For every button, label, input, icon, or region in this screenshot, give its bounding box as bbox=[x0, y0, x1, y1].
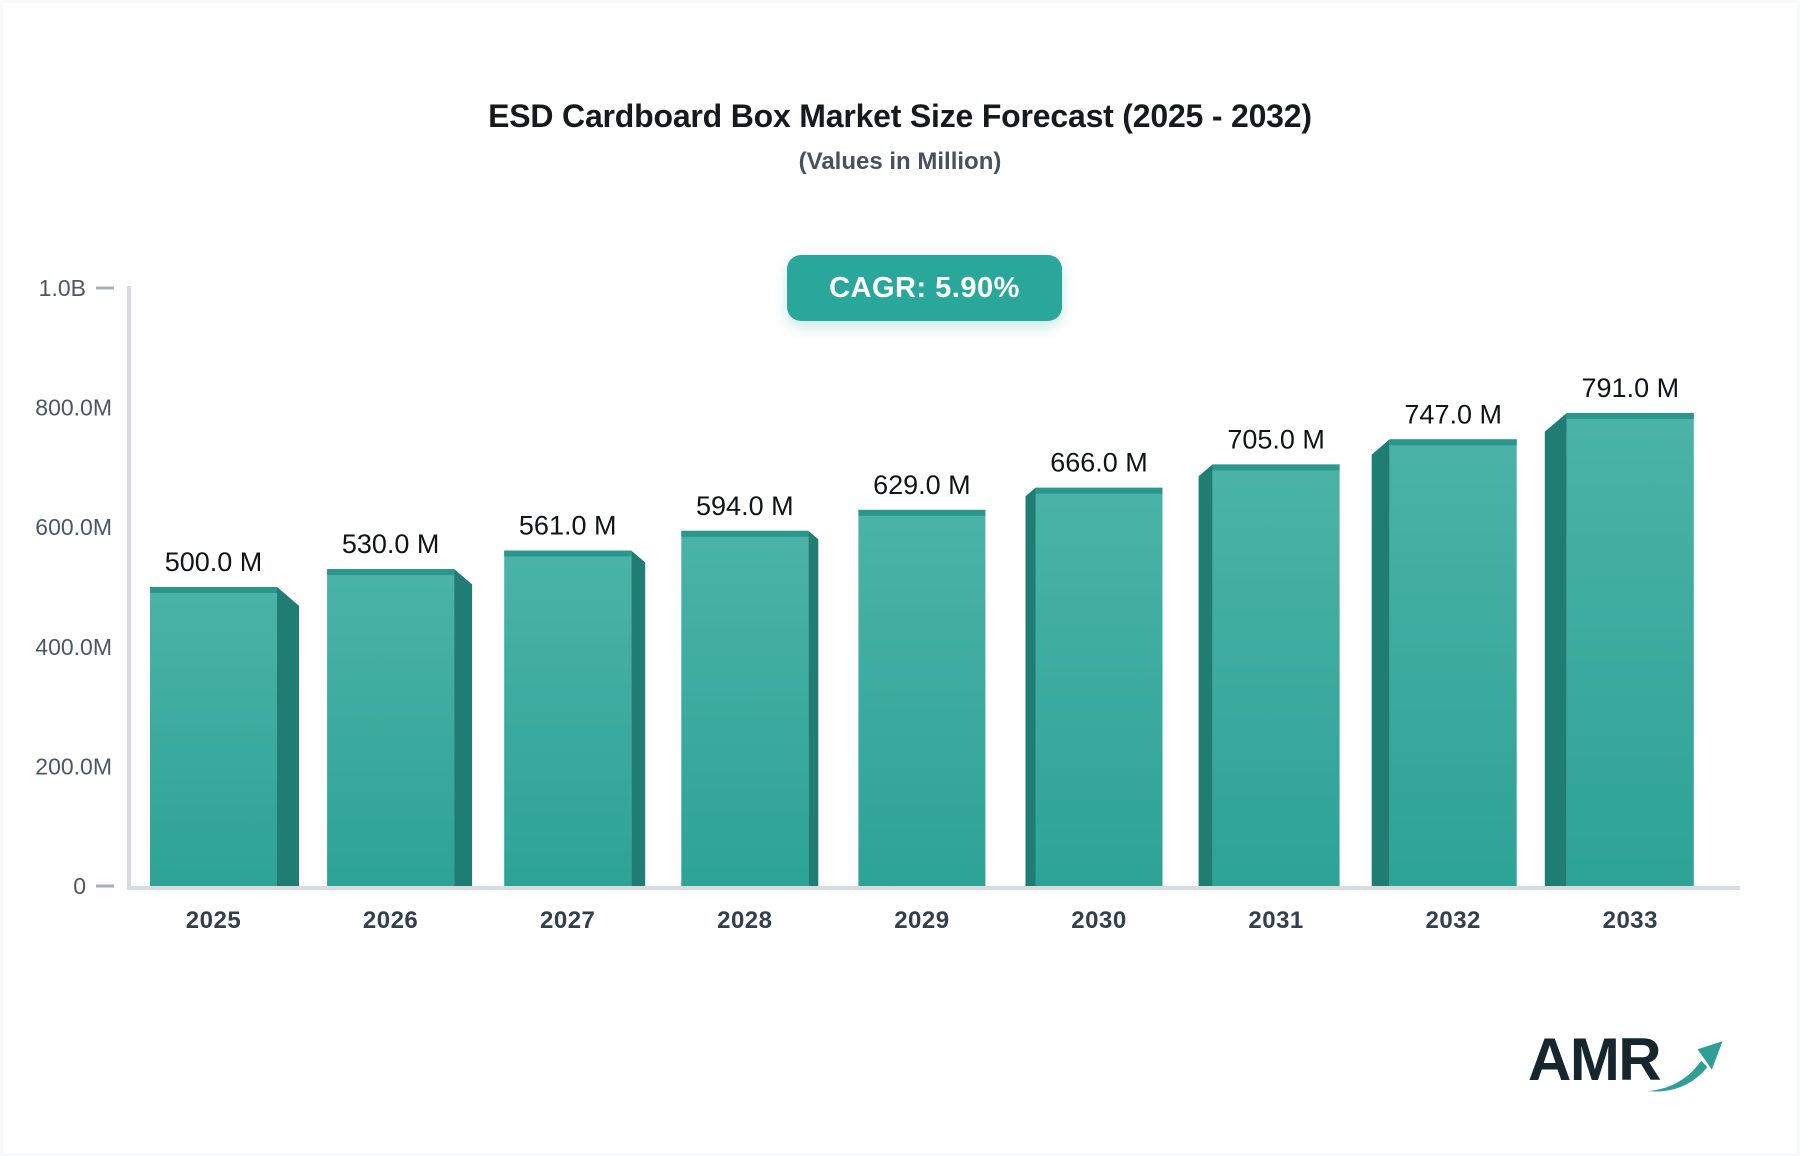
amr-logo: AMR bbox=[1528, 1030, 1728, 1120]
bar-value-label: 747.0 M bbox=[1404, 399, 1502, 429]
bar-top-edge bbox=[504, 550, 632, 557]
bar-2031[interactable]: 705.0 M 2031 bbox=[1198, 424, 1340, 934]
bar-top-edge bbox=[1035, 487, 1163, 494]
bar-2027[interactable]: 561.0 M 2027 bbox=[504, 511, 646, 934]
bar-2028[interactable]: 594.0 M 2028 bbox=[681, 491, 819, 934]
bar-side-face bbox=[1544, 412, 1567, 886]
chart-title: ESD Cardboard Box Market Size Forecast (… bbox=[488, 98, 1312, 134]
bar-front-face bbox=[327, 569, 455, 886]
bar-top-edge bbox=[1566, 412, 1694, 419]
bar-value-label: 500.0 M bbox=[165, 547, 263, 577]
x-axis-category-label: 2032 bbox=[1426, 907, 1481, 934]
x-axis-category-label: 2028 bbox=[717, 907, 772, 934]
bar-front-face bbox=[681, 530, 809, 886]
bar-side-face bbox=[454, 569, 473, 886]
y-axis-tick-label: 400.0M bbox=[35, 634, 112, 660]
bar-top-edge bbox=[1389, 439, 1517, 446]
bar-front-face bbox=[1566, 412, 1694, 886]
bar-2030[interactable]: 666.0 M 2030 bbox=[1025, 448, 1163, 934]
bar-front-face bbox=[858, 509, 986, 886]
bar-front-face bbox=[1035, 487, 1163, 886]
x-axis-category-label: 2025 bbox=[186, 907, 241, 934]
bar-value-label: 561.0 M bbox=[519, 511, 617, 541]
bar-2029[interactable]: 629.0 M 2029 bbox=[858, 470, 986, 934]
amr-logo-text: AMR bbox=[1528, 1026, 1662, 1093]
bar-value-label: 791.0 M bbox=[1582, 373, 1680, 403]
bar-side-face bbox=[1025, 487, 1036, 886]
cagr-badge-label: CAGR: 5.90% bbox=[829, 271, 1020, 304]
x-axis-category-label: 2031 bbox=[1248, 907, 1303, 934]
y-axis-tick-label: 800.0M bbox=[35, 395, 112, 421]
x-axis-category-label: 2033 bbox=[1603, 907, 1658, 934]
y-axis-tick-mark bbox=[96, 286, 114, 290]
bar-side-face bbox=[1371, 439, 1390, 886]
bar-value-label: 705.0 M bbox=[1227, 424, 1325, 454]
x-axis-category-label: 2027 bbox=[540, 907, 595, 934]
bar-front-face bbox=[1212, 464, 1340, 886]
x-axis-category-label: 2026 bbox=[363, 907, 418, 934]
bar-top-edge bbox=[150, 587, 277, 593]
bar-value-label: 666.0 M bbox=[1050, 448, 1148, 478]
bar-2032[interactable]: 747.0 M 2032 bbox=[1371, 399, 1517, 934]
bar-front-face bbox=[1389, 439, 1517, 886]
bar-top-edge bbox=[327, 569, 455, 576]
bar-side-face bbox=[631, 550, 646, 886]
bar-value-label: 629.0 M bbox=[873, 470, 971, 500]
bar-front-face bbox=[150, 587, 277, 886]
bar-2025[interactable]: 500.0 M 2025 bbox=[150, 547, 299, 934]
bar-front-face bbox=[504, 550, 632, 886]
x-axis-category-label: 2029 bbox=[894, 907, 949, 934]
y-axis-tick-label: 200.0M bbox=[35, 753, 112, 779]
y-axis-tick-label: 0 bbox=[73, 873, 86, 899]
bar-top-edge bbox=[858, 509, 986, 516]
bar-side-face bbox=[808, 530, 819, 886]
bar-side-face bbox=[277, 587, 299, 886]
bar-side-face bbox=[1198, 464, 1213, 886]
cagr-badge: CAGR: 5.90% bbox=[787, 255, 1062, 321]
x-axis-line bbox=[127, 886, 1740, 890]
bar-value-label: 530.0 M bbox=[342, 529, 440, 559]
x-axis-category-label: 2030 bbox=[1071, 907, 1126, 934]
growth-arrow-icon bbox=[1647, 1041, 1723, 1092]
bar-top-edge bbox=[681, 530, 809, 537]
y-axis-tick-label: 1.0B bbox=[39, 275, 86, 301]
chart-subtitle: (Values in Million) bbox=[798, 148, 1002, 175]
bar-value-label: 594.0 M bbox=[696, 491, 794, 521]
y-axis-line bbox=[127, 286, 131, 890]
y-axis-tick-label: 600.0M bbox=[35, 514, 112, 540]
bar-2033[interactable]: 791.0 M 2033 bbox=[1544, 373, 1694, 934]
y-axis-tick-mark bbox=[96, 884, 114, 888]
bar-2026[interactable]: 530.0 M 2026 bbox=[327, 529, 473, 934]
bar-top-edge bbox=[1212, 464, 1340, 471]
